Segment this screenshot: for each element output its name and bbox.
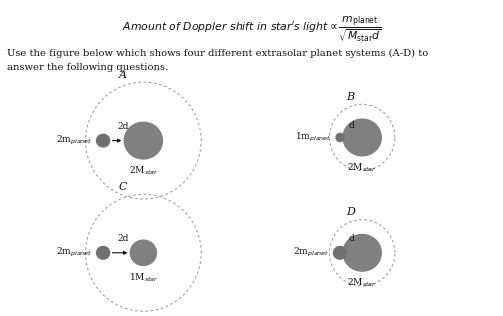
Ellipse shape — [97, 246, 110, 259]
Ellipse shape — [130, 240, 156, 265]
Text: d: d — [348, 121, 354, 130]
Text: 2M$_{\mathit{star}}$: 2M$_{\mathit{star}}$ — [348, 161, 377, 174]
Text: $\mathit{Amount\ of\ Doppler\ shift\ in\ star{'}s\ light} \propto\dfrac{m_\mathr: $\mathit{Amount\ of\ Doppler\ shift\ in\… — [122, 14, 381, 43]
Text: 2d: 2d — [118, 234, 129, 243]
Text: D: D — [346, 207, 355, 217]
Text: answer the following questions.: answer the following questions. — [7, 63, 167, 72]
Text: 1m$_{\mathit{planet}}$: 1m$_{\mathit{planet}}$ — [295, 131, 332, 144]
Ellipse shape — [336, 133, 344, 142]
Ellipse shape — [97, 134, 110, 147]
Text: d: d — [348, 234, 354, 243]
Text: C: C — [119, 182, 127, 192]
Ellipse shape — [343, 119, 381, 156]
Text: 2d: 2d — [118, 122, 129, 131]
Text: 2M$_{\mathit{star}}$: 2M$_{\mathit{star}}$ — [348, 277, 377, 289]
Text: 1M$_{\mathit{star}}$: 1M$_{\mathit{star}}$ — [129, 271, 158, 284]
Text: 2m$_{\mathit{planet}}$: 2m$_{\mathit{planet}}$ — [56, 134, 93, 147]
Text: 2m$_{\mathit{planet}}$: 2m$_{\mathit{planet}}$ — [56, 246, 93, 259]
Ellipse shape — [124, 122, 162, 159]
Text: Use the figure below which shows four different extrasolar planet systems (A-D) : Use the figure below which shows four di… — [7, 49, 428, 58]
Text: A: A — [119, 70, 127, 80]
Ellipse shape — [333, 246, 347, 259]
Text: 2m$_{\mathit{planet}}$: 2m$_{\mathit{planet}}$ — [293, 246, 329, 259]
Text: B: B — [347, 92, 355, 102]
Ellipse shape — [343, 234, 381, 271]
Text: 2M$_{\mathit{star}}$: 2M$_{\mathit{star}}$ — [129, 165, 158, 177]
